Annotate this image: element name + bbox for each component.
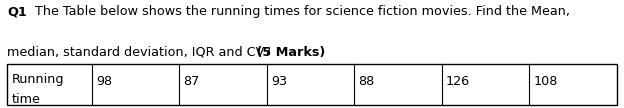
Text: 87: 87 (183, 75, 200, 88)
Text: 88: 88 (358, 75, 374, 88)
Text: 93: 93 (271, 75, 287, 88)
Text: The Table below shows the running times for science fiction movies. Find the Mea: The Table below shows the running times … (31, 5, 570, 18)
Text: 108: 108 (534, 75, 558, 88)
Text: Running: Running (12, 73, 64, 86)
Text: time: time (12, 93, 41, 106)
Text: (5 Marks): (5 Marks) (252, 46, 325, 59)
Text: 98: 98 (96, 75, 112, 88)
Text: median, standard deviation, IQR and CV?: median, standard deviation, IQR and CV? (7, 46, 271, 59)
Text: Q1: Q1 (7, 5, 27, 18)
Text: 126: 126 (446, 75, 470, 88)
